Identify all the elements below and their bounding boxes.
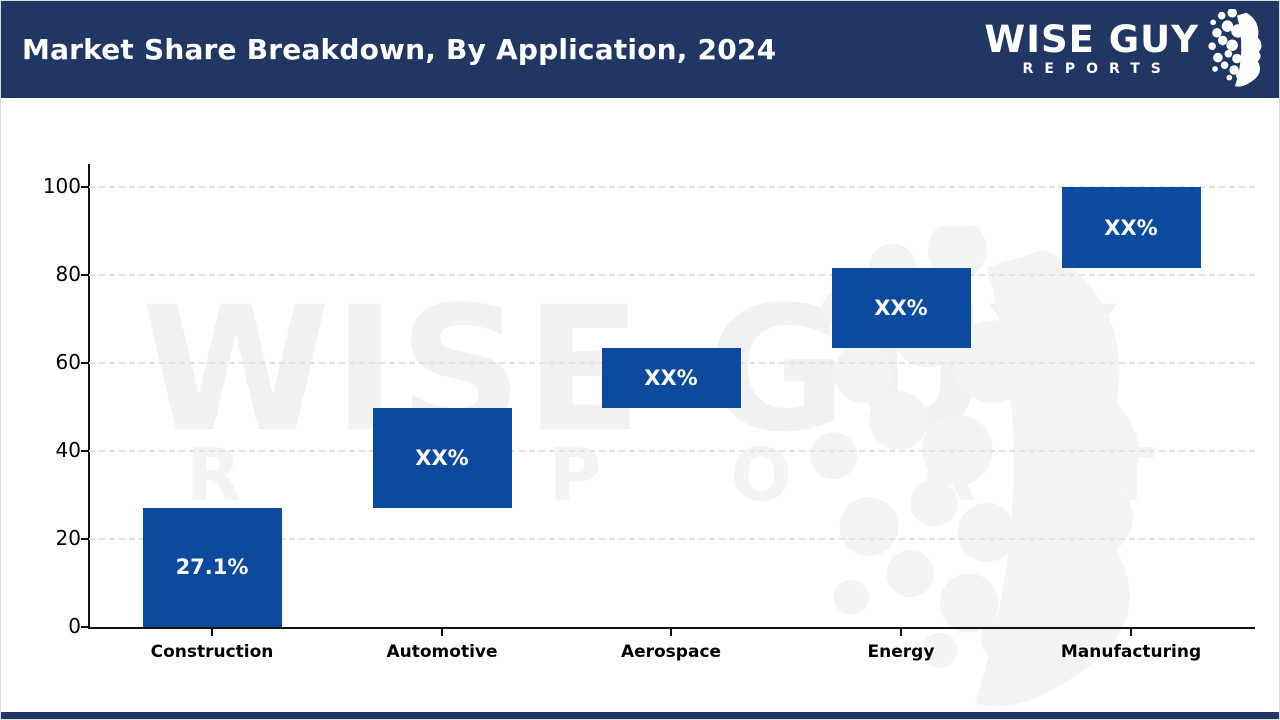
y-tick-label-40: 40	[55, 438, 81, 462]
bar-value-label: XX%	[874, 296, 928, 321]
bar-aerospace: XX%	[601, 348, 741, 409]
y-tick-40	[81, 450, 89, 452]
x-tick-automotive	[441, 629, 443, 636]
brand-logo-wiseguy: WISE GUY	[984, 18, 1199, 61]
y-tick-label-80: 80	[55, 262, 81, 286]
x-tick-aerospace	[670, 629, 672, 636]
plot-area: 0 20 40 60 80 100 27.1% Construction XX% Automoti…	[1, 98, 1279, 714]
brand-logo-face-icon	[1208, 9, 1262, 87]
header-bar: Market Share Breakdown, By Application, …	[1, 1, 1279, 98]
bar-automotive: XX%	[372, 408, 512, 508]
x-category-label-construction: Construction	[150, 642, 274, 662]
y-tick-80	[81, 274, 89, 276]
bar-manufacturing: XX%	[1061, 187, 1201, 269]
x-category-label-energy: Energy	[867, 642, 935, 662]
x-tick-manufacturing	[1130, 629, 1132, 636]
x-axis-line	[88, 627, 1255, 629]
y-tick-label-20: 20	[55, 526, 81, 550]
x-tick-construction	[211, 629, 213, 636]
brand-logo-text: WISE GUY REPORTS	[984, 20, 1199, 78]
y-axis-line	[88, 164, 90, 627]
y-tick-label-60: 60	[55, 350, 81, 374]
bar-value-label: XX%	[415, 446, 469, 471]
y-tick-20	[81, 538, 89, 540]
y-tick-0	[81, 626, 89, 628]
brand-logo-reports: REPORTS	[1022, 61, 1172, 77]
gridline-y-100	[89, 186, 1255, 188]
y-tick-label-0: 0	[68, 614, 81, 638]
bar-value-label: 27.1%	[175, 555, 249, 580]
y-tick-60	[81, 362, 89, 364]
brand-logo: WISE GUY REPORTS	[984, 9, 1267, 89]
chart-title: Market Share Breakdown, By Application, …	[22, 33, 777, 66]
bar-value-label: XX%	[1104, 215, 1158, 240]
gridline-y-20	[89, 538, 1255, 540]
bar-value-label: XX%	[644, 366, 698, 391]
x-category-label-aerospace: Aerospace	[620, 642, 722, 662]
bar-energy: XX%	[831, 268, 971, 349]
gridline-y-80	[89, 274, 1255, 276]
gridline-y-40	[89, 450, 1255, 452]
bar-construction: 27.1%	[142, 507, 282, 627]
y-tick-label-100: 100	[42, 174, 81, 198]
x-category-label-manufacturing: Manufacturing	[1060, 642, 1202, 662]
footer-bar	[1, 712, 1279, 719]
x-category-label-automotive: Automotive	[386, 642, 498, 662]
x-tick-energy	[900, 629, 902, 636]
y-tick-100	[81, 186, 89, 188]
